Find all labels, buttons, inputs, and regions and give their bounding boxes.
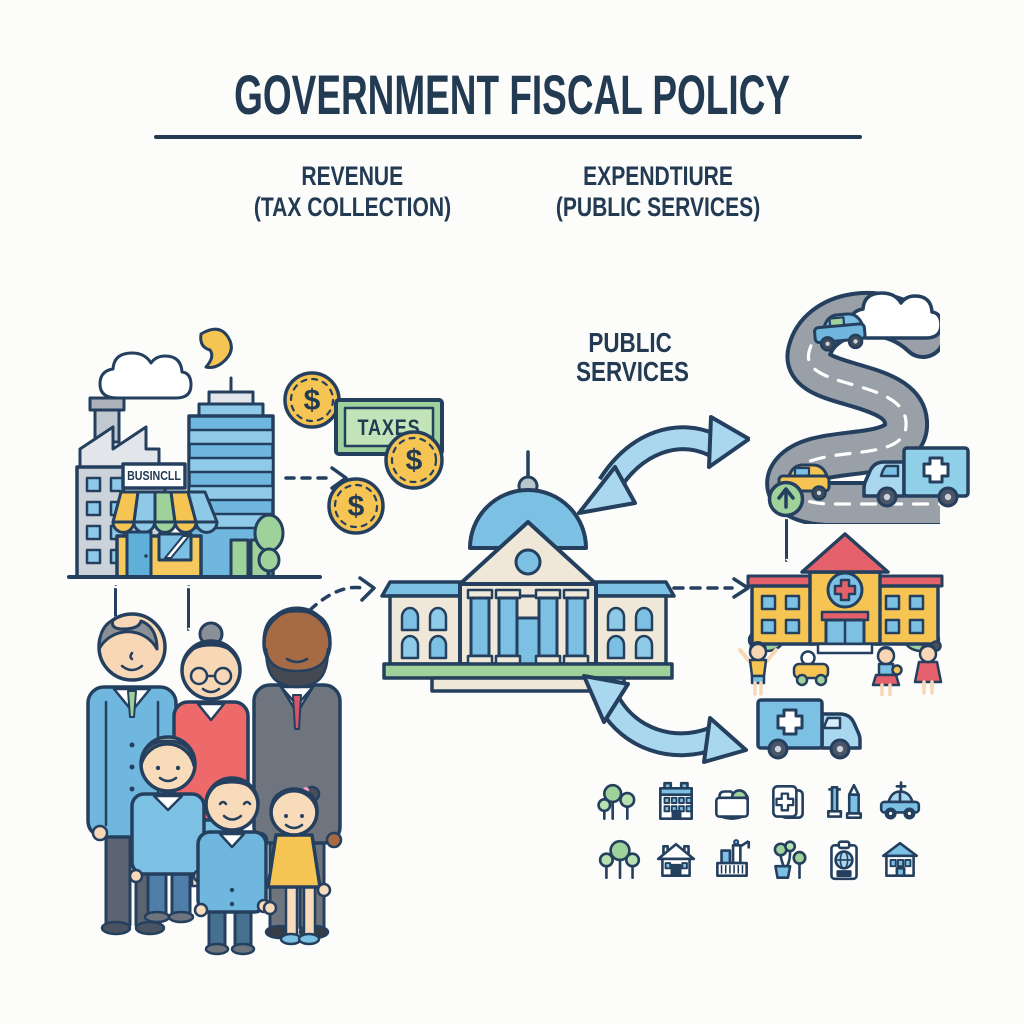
- connector-dash-city-1: [114, 585, 117, 619]
- police-car-icon: [877, 780, 923, 826]
- svg-text:$: $: [406, 444, 423, 477]
- public-services-label: PUBLIC SERVICES: [576, 327, 689, 388]
- svg-text:$: $: [304, 384, 321, 417]
- child-figure: [913, 640, 943, 695]
- boy-figure: [128, 735, 208, 924]
- clipboard-globe-icon: [821, 838, 867, 884]
- tax-money-illustration: $ TAXES $ $: [276, 356, 474, 542]
- page-title: GOVERNMENT FISCAL POLICY: [234, 63, 790, 126]
- right-wing: [584, 580, 676, 666]
- boy-figure: [193, 776, 272, 956]
- connector-dash-road-school: [785, 516, 788, 562]
- columns: [466, 588, 590, 666]
- construction-building-icon: [709, 838, 755, 884]
- coin-icon: $: [384, 430, 444, 490]
- revenue-column-label: REVENUE (TAX COLLECTION): [253, 161, 451, 223]
- dashed-arrow-citizens-to-government: [302, 572, 386, 618]
- speech-mark-icon: [199, 327, 233, 369]
- red-cross-icon: [833, 578, 857, 602]
- road-illustration: [735, 276, 940, 524]
- medical-cross-icon: [922, 456, 950, 484]
- office-tower-icon: [187, 376, 275, 579]
- car-icon: [813, 312, 867, 352]
- civic-building-icon: [877, 838, 923, 884]
- street-lamp-posts-icon: [821, 780, 867, 826]
- house-icon: [653, 838, 699, 884]
- park-trees-icon: [597, 780, 643, 826]
- girl-figure: [262, 785, 332, 946]
- dashed-arrow-government-to-school: [668, 576, 760, 600]
- medical-cross-icon: [776, 708, 804, 736]
- dashed-arrow-city-to-taxes: [284, 466, 348, 490]
- ambulance-icon: [754, 694, 866, 764]
- cloud-icon: [98, 351, 193, 400]
- pediment-window: [514, 548, 542, 576]
- exchange-arrow-bottom: [568, 668, 748, 770]
- citizens-group-illustration: [48, 590, 346, 962]
- expenditure-column-label: EXPENDTIURE (PUBLIC SERVICES): [555, 161, 761, 223]
- up-arrow-badge: [767, 480, 805, 518]
- tree-icon: [253, 513, 285, 579]
- exchange-arrow-top: [565, 385, 750, 515]
- child-figure: [871, 646, 903, 696]
- shop-icon: BUSINCLL: [111, 462, 219, 579]
- coin-icon: $: [327, 477, 385, 535]
- left-wing: [380, 580, 472, 666]
- school-illustration: [736, 524, 954, 696]
- health-card-icon: [765, 780, 811, 826]
- potted-plant-icon: [765, 838, 811, 884]
- title-divider: [154, 135, 862, 139]
- toy-cart: [792, 650, 830, 687]
- school-building: [746, 532, 944, 655]
- government-building-illustration: [376, 446, 680, 696]
- dome: [468, 488, 588, 550]
- svg-text:$: $: [348, 490, 365, 523]
- connector-dash-city-2: [187, 585, 190, 631]
- folder-landscape-icon: [709, 780, 755, 826]
- apartment-building-icon: [653, 780, 699, 826]
- public-services-icon-grid: [592, 774, 928, 890]
- city-buildings-illustration: BUSINCLL: [55, 318, 327, 604]
- business-sign-label: BUSINCLL: [127, 468, 181, 483]
- coin-icon: $: [283, 371, 341, 429]
- ambulance-icon: [860, 444, 972, 510]
- park-trees-icon: [597, 838, 643, 884]
- business-sign: [121, 462, 187, 490]
- child-figure: [738, 641, 778, 696]
